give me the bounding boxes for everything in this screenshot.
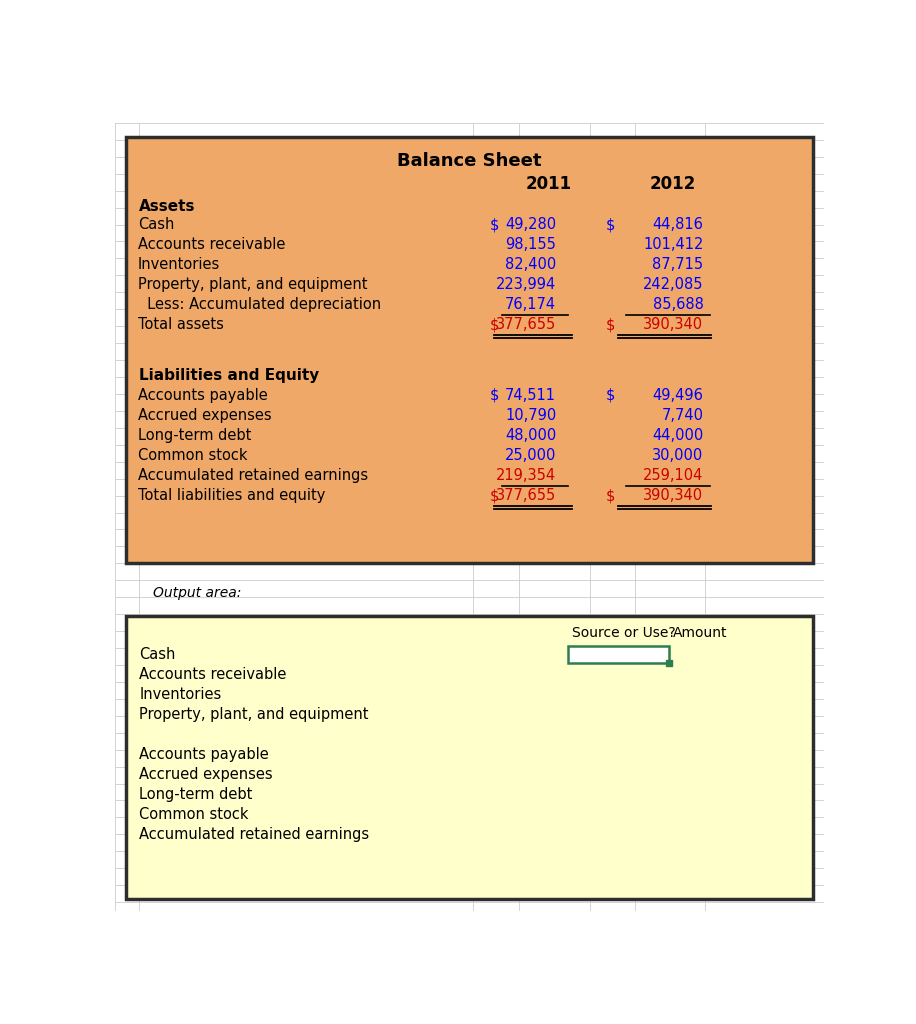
Text: Accrued expenses: Accrued expenses — [137, 408, 271, 423]
Text: Common stock: Common stock — [137, 449, 247, 463]
Text: 10,790: 10,790 — [505, 408, 556, 423]
Text: Accumulated retained earnings: Accumulated retained earnings — [137, 468, 368, 483]
Text: 377,655: 377,655 — [496, 317, 556, 332]
Text: $: $ — [489, 217, 499, 232]
Text: Long-term debt: Long-term debt — [137, 428, 251, 443]
Text: Cash: Cash — [137, 217, 174, 232]
Text: Accounts payable: Accounts payable — [139, 746, 269, 762]
Text: 44,000: 44,000 — [652, 428, 703, 443]
Text: Amount: Amount — [672, 627, 727, 640]
Text: 30,000: 30,000 — [652, 449, 703, 463]
Text: 82,400: 82,400 — [505, 257, 556, 272]
Bar — [568, 646, 669, 663]
Text: 219,354: 219,354 — [496, 468, 556, 483]
Bar — [126, 615, 812, 899]
Text: 101,412: 101,412 — [643, 237, 703, 252]
Text: 377,655: 377,655 — [496, 488, 556, 503]
Text: 2012: 2012 — [649, 175, 695, 194]
Text: Source or Use?: Source or Use? — [572, 627, 675, 640]
Text: 74,511: 74,511 — [506, 388, 556, 403]
Text: Accounts receivable: Accounts receivable — [137, 237, 285, 252]
Text: 390,340: 390,340 — [643, 488, 703, 503]
Text: 259,104: 259,104 — [643, 468, 703, 483]
Text: Property, plant, and equipment: Property, plant, and equipment — [137, 278, 367, 292]
Text: Liabilities and Equity: Liabilities and Equity — [139, 368, 320, 383]
Text: $: $ — [605, 488, 616, 503]
Text: 49,280: 49,280 — [505, 217, 556, 232]
Text: Inventories: Inventories — [139, 687, 222, 701]
Text: 76,174: 76,174 — [505, 297, 556, 312]
Text: 2011: 2011 — [526, 175, 572, 194]
Text: 223,994: 223,994 — [496, 278, 556, 292]
Text: 48,000: 48,000 — [505, 428, 556, 443]
Text: $: $ — [489, 317, 499, 332]
Text: Long-term debt: Long-term debt — [139, 786, 253, 802]
Text: Inventories: Inventories — [137, 257, 220, 272]
Text: Cash: Cash — [139, 647, 176, 662]
Text: 98,155: 98,155 — [506, 237, 556, 252]
Text: $: $ — [489, 488, 499, 503]
Text: Property, plant, and equipment: Property, plant, and equipment — [139, 707, 369, 722]
Text: 44,816: 44,816 — [652, 217, 703, 232]
Text: $: $ — [489, 388, 499, 403]
Text: 49,496: 49,496 — [652, 388, 703, 403]
Text: Common stock: Common stock — [139, 807, 249, 822]
Text: 87,715: 87,715 — [652, 257, 703, 272]
Text: $: $ — [605, 388, 616, 403]
Text: 25,000: 25,000 — [505, 449, 556, 463]
Text: 390,340: 390,340 — [643, 317, 703, 332]
Text: Total liabilities and equity: Total liabilities and equity — [137, 488, 325, 503]
Text: Output area:: Output area: — [153, 586, 242, 600]
Text: $: $ — [605, 317, 616, 332]
Text: Less: Accumulated depreciation: Less: Accumulated depreciation — [137, 297, 381, 312]
Text: $: $ — [605, 217, 616, 232]
Text: Accrued expenses: Accrued expenses — [139, 767, 273, 781]
Text: Accounts payable: Accounts payable — [137, 388, 267, 403]
Bar — [126, 137, 812, 563]
Text: Balance Sheet: Balance Sheet — [398, 153, 541, 170]
Text: Total assets: Total assets — [137, 317, 224, 332]
Text: 7,740: 7,740 — [661, 408, 703, 423]
Text: 242,085: 242,085 — [643, 278, 703, 292]
Text: 85,688: 85,688 — [652, 297, 703, 312]
Text: Assets: Assets — [139, 199, 196, 214]
Text: Accounts receivable: Accounts receivable — [139, 667, 287, 682]
Text: Accumulated retained earnings: Accumulated retained earnings — [139, 826, 369, 842]
